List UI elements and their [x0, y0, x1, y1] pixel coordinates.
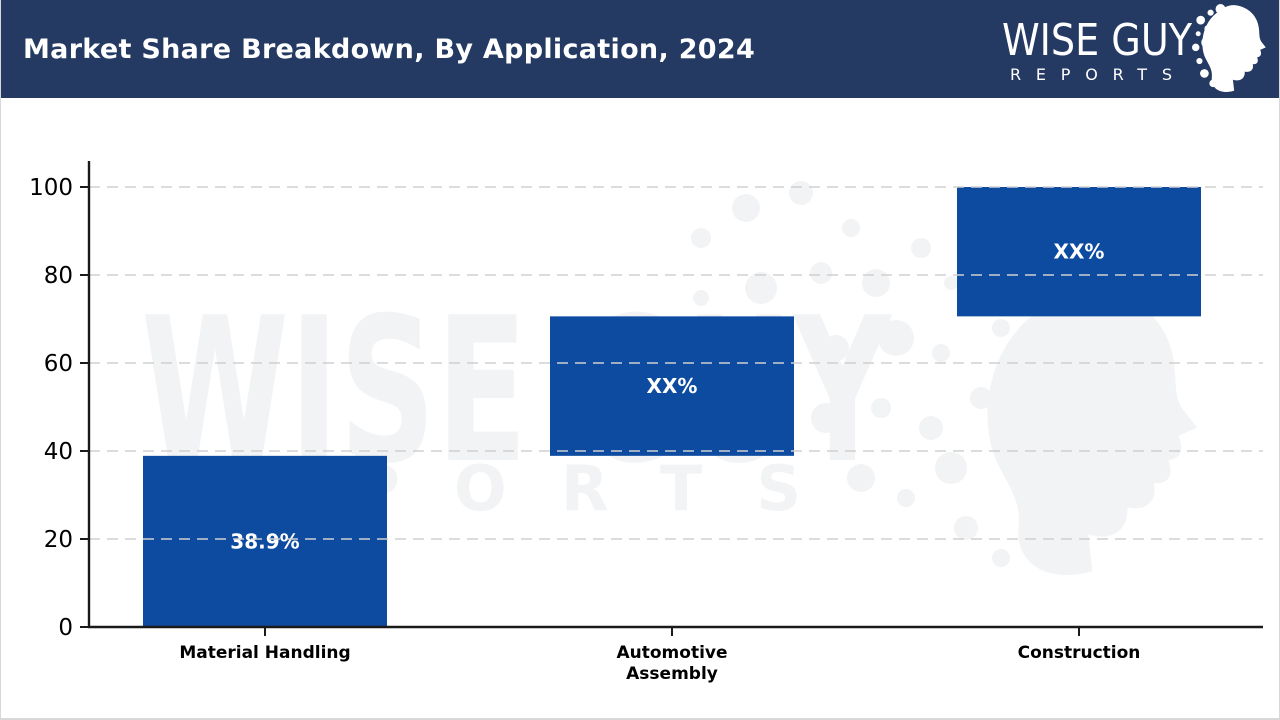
chart-title: Market Share Breakdown, By Application, …: [23, 33, 756, 65]
y-tick-label: 40: [44, 439, 73, 465]
logo-subtitle: REPORTS: [1010, 65, 1185, 84]
bar-value-label: XX%: [647, 374, 698, 398]
wiseguy-logo-graphic: WISE GUY REPORTS: [1002, 4, 1266, 93]
y-tick-label: 0: [58, 615, 73, 641]
x-category-label: Assembly: [626, 664, 718, 684]
bar-value-label: XX%: [1054, 240, 1105, 264]
bar-segment: [957, 187, 1201, 317]
chart-area: WISE GUY REPORTS 38.9%XX%XX%020406080100…: [1, 98, 1280, 720]
wiseguy-logo: WISE GUY REPORTS: [994, 0, 1269, 98]
header-banner: Market Share Breakdown, By Application, …: [1, 0, 1279, 98]
y-tick-label: 60: [44, 351, 73, 377]
x-category-label: Automotive: [616, 643, 727, 663]
bar-value-label: 38.9%: [230, 529, 299, 553]
wiseguy-face-icon: [1192, 4, 1266, 93]
x-category-label: Material Handling: [179, 643, 350, 663]
x-category-label: Construction: [1018, 643, 1141, 663]
y-tick-label: 100: [29, 175, 73, 201]
y-tick-label: 80: [44, 263, 73, 289]
watermark-face-icon: [691, 181, 1197, 575]
bar-chart: 38.9% XX% XX% 0 20 40 60 80 100 Material Handling…: [29, 161, 1263, 684]
y-tick-label: 20: [44, 527, 73, 553]
bar-segment: [550, 316, 794, 456]
bar-segment: [143, 455, 387, 627]
logo-wordmark: WISE GUY: [1002, 15, 1192, 66]
